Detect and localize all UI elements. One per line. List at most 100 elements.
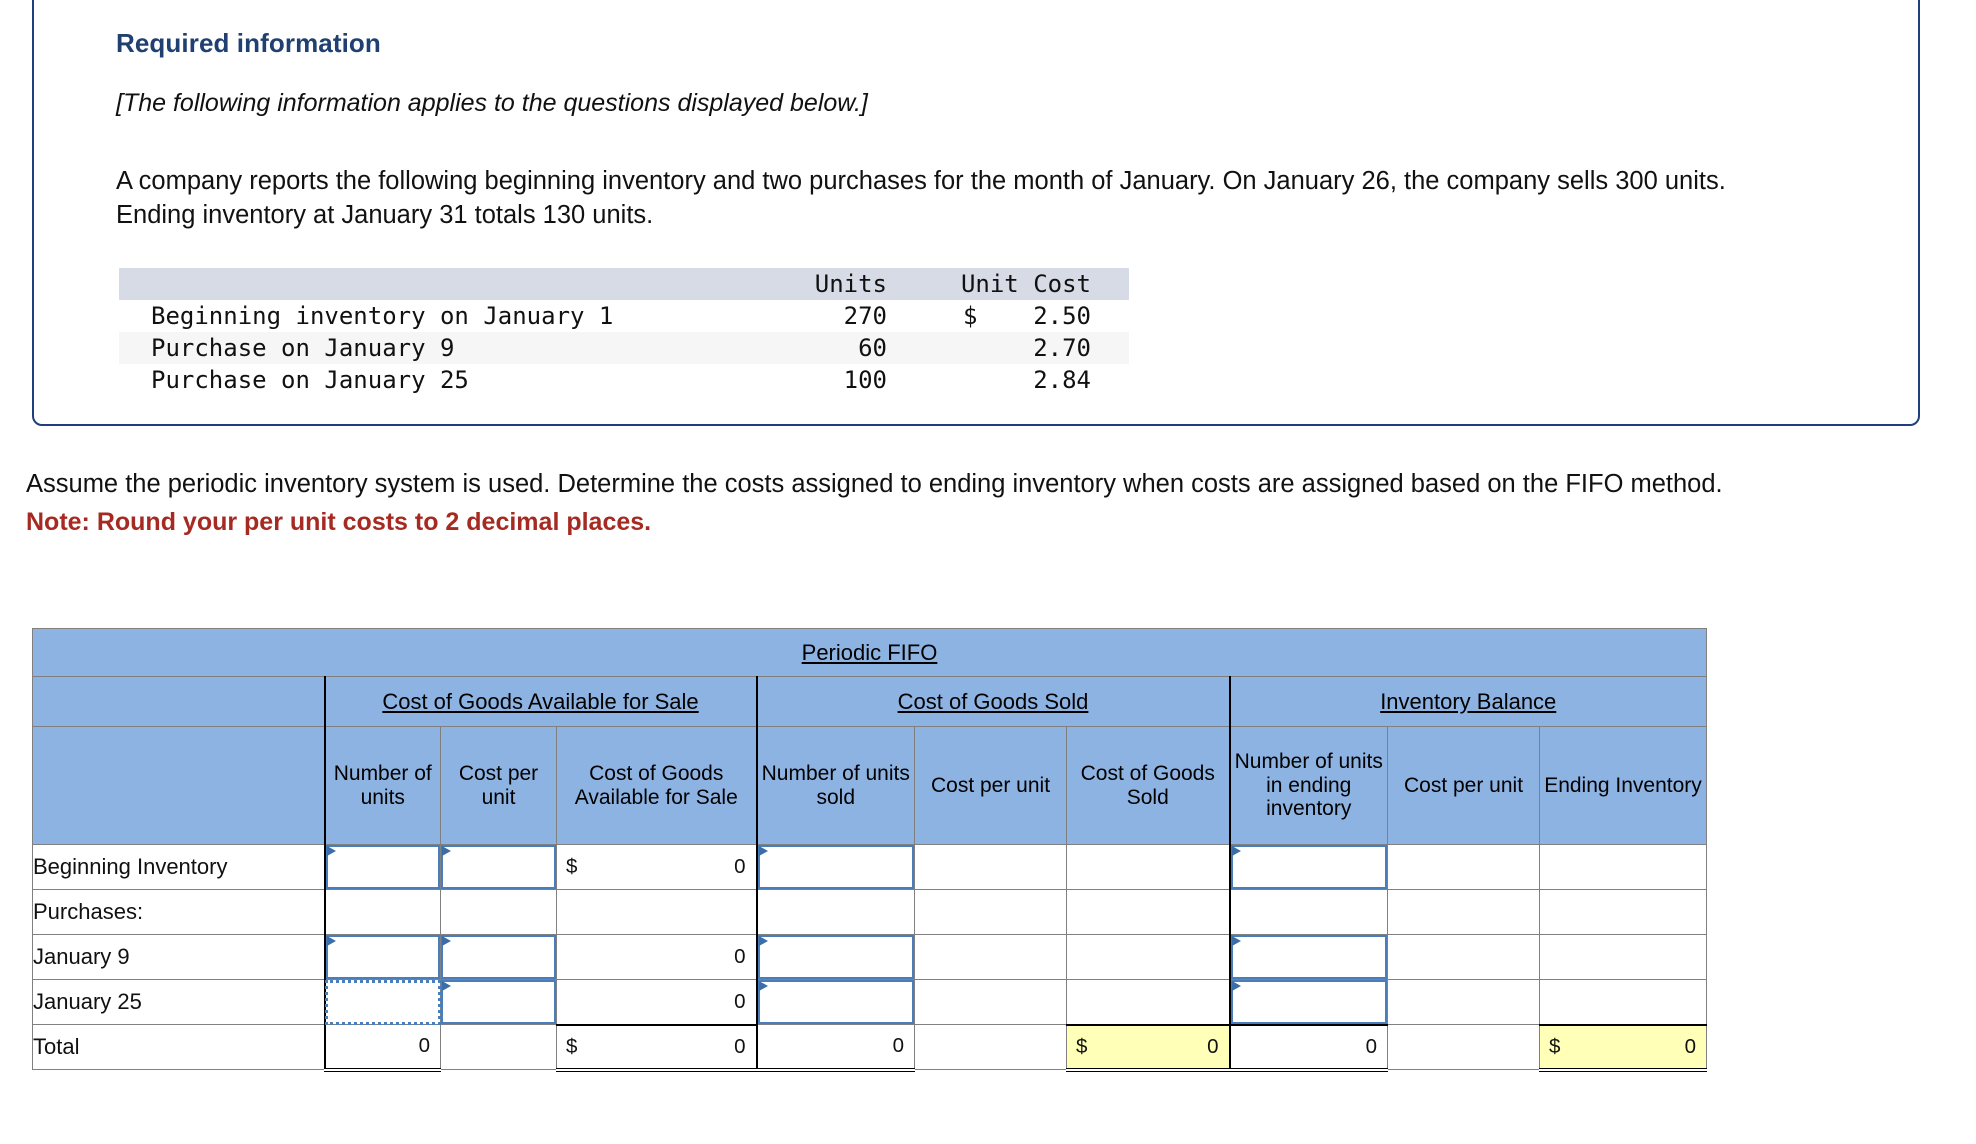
row-label-january-9: January 9 xyxy=(32,934,325,980)
input-bi-cost-per-unit-available[interactable] xyxy=(440,844,557,890)
input-jan9-units-ending[interactable] xyxy=(1228,934,1388,980)
total-cost-per-unit-sold xyxy=(914,1024,1067,1070)
group-header-inventory-balance: Inventory Balance xyxy=(1228,676,1707,727)
inventory-row-label: Purchase on January 9 xyxy=(151,334,455,363)
input-jan25-cost-per-unit-available[interactable] xyxy=(440,979,557,1025)
total-units-sold: 0 xyxy=(755,1024,915,1072)
row-label-purchases: Purchases: xyxy=(32,889,325,935)
output-jan9-cogs-sold xyxy=(1066,934,1230,980)
input-jan25-units-available[interactable] xyxy=(323,979,441,1025)
inventory-table-head: Units Unit Cost xyxy=(119,268,1129,301)
total-ending-inventory: $0 xyxy=(1539,1023,1707,1072)
group-header-cogs-available: Cost of Goods Available for Sale xyxy=(323,676,757,727)
cell-marker-icon xyxy=(442,936,451,946)
output-jan9-cogs-available: 0 xyxy=(556,934,757,980)
cell-value: 0 xyxy=(1684,1034,1696,1058)
worksheet-column-header-row: Number of units Cost per unit Cost of Go… xyxy=(32,726,1707,845)
total-units-ending: 0 xyxy=(1228,1023,1388,1072)
currency-symbol: $ xyxy=(1076,1034,1088,1058)
cell-purchases-cost-per-unit-sold xyxy=(914,889,1067,935)
inventory-row-unit-cost: 2.70 xyxy=(909,332,1129,364)
table-row: Beginning Inventory $0 xyxy=(32,844,1707,890)
page-title: Required information xyxy=(116,28,381,58)
column-header-ending-inventory: Ending Inventory xyxy=(1539,726,1707,845)
question-prompt: Assume the periodic inventory system is … xyxy=(26,470,1723,498)
column-header-units-sold: Number of units sold xyxy=(755,726,915,845)
unit-cost-value: 2.70 xyxy=(1033,334,1091,363)
table-row: January 25 0 xyxy=(32,979,1707,1025)
cell-marker-icon xyxy=(758,846,768,856)
output-jan25-cost-per-unit-sold xyxy=(914,979,1067,1025)
input-jan25-units-ending[interactable] xyxy=(1228,979,1388,1025)
currency-symbol: $ xyxy=(566,1034,578,1058)
table-row: Purchases: xyxy=(32,889,1707,935)
cell-value: 0 xyxy=(734,989,746,1013)
table-row: Beginning inventory on January 1 270 $2.… xyxy=(119,300,1129,332)
output-bi-cogs-available: $0 xyxy=(556,844,757,890)
table-header-row: Units Unit Cost xyxy=(119,268,1129,301)
cell-marker-icon xyxy=(1231,981,1241,991)
inventory-row-units: 60 xyxy=(858,334,887,363)
inventory-row-label: Beginning inventory on January 1 xyxy=(151,302,614,331)
question-block: Assume the periodic inventory system is … xyxy=(26,468,1926,537)
output-jan25-cogs-sold xyxy=(1066,979,1230,1025)
input-jan25-units-sold[interactable] xyxy=(755,979,915,1025)
cell-marker-icon xyxy=(1231,846,1241,856)
output-bi-cogs-sold xyxy=(1066,844,1230,890)
output-jan25-cogs-available: 0 xyxy=(556,979,757,1025)
cell-value: 0 xyxy=(734,1034,746,1058)
column-header-cost-per-unit-ending: Cost per unit xyxy=(1387,726,1540,845)
input-bi-units-sold[interactable] xyxy=(755,844,915,890)
column-header-cost-per-unit-avail: Cost per unit xyxy=(440,726,557,845)
total-cogs-sold: $0 xyxy=(1066,1023,1230,1072)
output-jan9-cost-per-unit-sold xyxy=(914,934,1067,980)
required-information-card: Required information [The following info… xyxy=(32,0,1920,426)
cell-value: 0 xyxy=(1365,1034,1377,1058)
worksheet-group-row: Cost of Goods Available for Sale Cost of… xyxy=(32,676,1707,727)
scenario-text: A company reports the following beginnin… xyxy=(116,167,1726,229)
cell-purchases-units-sold xyxy=(755,889,915,935)
input-jan9-cost-per-unit-available[interactable] xyxy=(440,934,557,980)
column-header-cost-per-unit-sold: Cost per unit xyxy=(914,726,1067,845)
output-jan25-ending-inventory xyxy=(1539,979,1707,1025)
table-row: Purchase on January 25 100 2.84 xyxy=(119,364,1129,396)
total-units-available: 0 xyxy=(323,1024,441,1072)
input-bi-units-available[interactable] xyxy=(323,844,441,890)
group-header-blank xyxy=(32,676,325,727)
inventory-data-table: Units Unit Cost Beginning inventory on J… xyxy=(119,268,1129,396)
row-label-total: Total xyxy=(32,1024,325,1070)
cell-purchases-cogs-sold xyxy=(1066,889,1230,935)
cell-value: 0 xyxy=(892,1034,904,1058)
currency-symbol: $ xyxy=(1549,1034,1561,1058)
cell-purchases-cost-per-unit-available xyxy=(440,889,557,935)
cell-value: 0 xyxy=(418,1034,430,1058)
cell-value: 0 xyxy=(734,945,746,968)
output-jan9-cost-per-unit-ending xyxy=(1387,934,1540,980)
inventory-row-units: 100 xyxy=(843,366,887,395)
cell-value: 0 xyxy=(734,855,746,878)
table-row: Purchase on January 9 60 2.70 xyxy=(119,332,1129,365)
input-jan9-units-available[interactable] xyxy=(323,934,441,980)
cell-value: 0 xyxy=(1207,1034,1219,1058)
row-label-january-25: January 25 xyxy=(32,979,325,1025)
currency-symbol: $ xyxy=(963,302,978,331)
worksheet-table: Periodic FIFO Cost of Goods Available fo… xyxy=(32,628,1707,1072)
row-label-beginning-inventory: Beginning Inventory xyxy=(32,844,325,890)
input-jan9-units-sold[interactable] xyxy=(755,934,915,980)
cell-marker-icon xyxy=(442,981,451,991)
unit-cost-value: 2.84 xyxy=(1033,366,1091,395)
cell-marker-icon xyxy=(326,846,336,856)
input-bi-units-ending[interactable] xyxy=(1228,844,1388,890)
cell-marker-icon xyxy=(758,981,768,991)
table-row: January 9 0 xyxy=(32,934,1707,980)
unit-cost-value: 2.50 xyxy=(1033,302,1091,331)
total-cost-per-unit-ending xyxy=(1387,1024,1540,1070)
output-jan25-cost-per-unit-ending xyxy=(1387,979,1540,1025)
output-bi-cost-per-unit-sold xyxy=(914,844,1067,890)
periodic-fifo-worksheet: Periodic FIFO Cost of Goods Available fo… xyxy=(32,628,1707,1072)
col-header-blank xyxy=(119,268,759,300)
cell-marker-icon xyxy=(326,936,336,946)
column-header-blank xyxy=(32,726,325,845)
col-header-unit-cost: Unit Cost xyxy=(960,270,1091,299)
rounding-note: Note: Round your per unit costs to 2 dec… xyxy=(26,507,652,536)
